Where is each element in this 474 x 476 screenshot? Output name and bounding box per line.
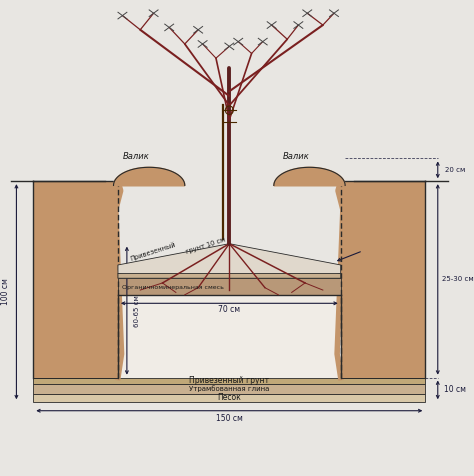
Text: 100 см: 100 см bbox=[1, 278, 10, 305]
Polygon shape bbox=[113, 167, 185, 186]
Text: 150 см: 150 см bbox=[216, 414, 243, 423]
Text: Валик: Валик bbox=[122, 152, 149, 161]
Polygon shape bbox=[118, 244, 341, 274]
Text: Песок: Песок bbox=[218, 394, 241, 402]
Bar bbox=[33, 181, 118, 377]
Text: Валик: Валик bbox=[283, 152, 310, 161]
Text: Утрамбованная глина: Утрамбованная глина bbox=[189, 386, 270, 392]
Bar bbox=[33, 377, 425, 384]
Bar bbox=[118, 278, 341, 295]
Text: Привезенный: Привезенный bbox=[129, 241, 176, 262]
Polygon shape bbox=[118, 252, 341, 278]
Text: 60-65 см: 60-65 см bbox=[134, 295, 140, 327]
Text: грунт 10 см: грунт 10 см bbox=[185, 236, 226, 255]
Text: 20 см: 20 см bbox=[445, 167, 465, 173]
Bar bbox=[33, 384, 425, 394]
Text: 35- 40 см: 35- 40 см bbox=[243, 262, 275, 268]
Polygon shape bbox=[274, 167, 345, 186]
Bar bbox=[341, 181, 425, 377]
Bar bbox=[118, 295, 341, 377]
Text: 70 см: 70 см bbox=[218, 306, 240, 315]
Text: 10 см: 10 см bbox=[444, 386, 465, 395]
Bar bbox=[33, 394, 425, 402]
Text: Органичноминеральная смесь: Органичноминеральная смесь bbox=[122, 285, 224, 290]
Text: 25-30 см: 25-30 см bbox=[442, 277, 474, 282]
Text: Привезенный грунт: Привезенный грунт bbox=[189, 377, 269, 386]
